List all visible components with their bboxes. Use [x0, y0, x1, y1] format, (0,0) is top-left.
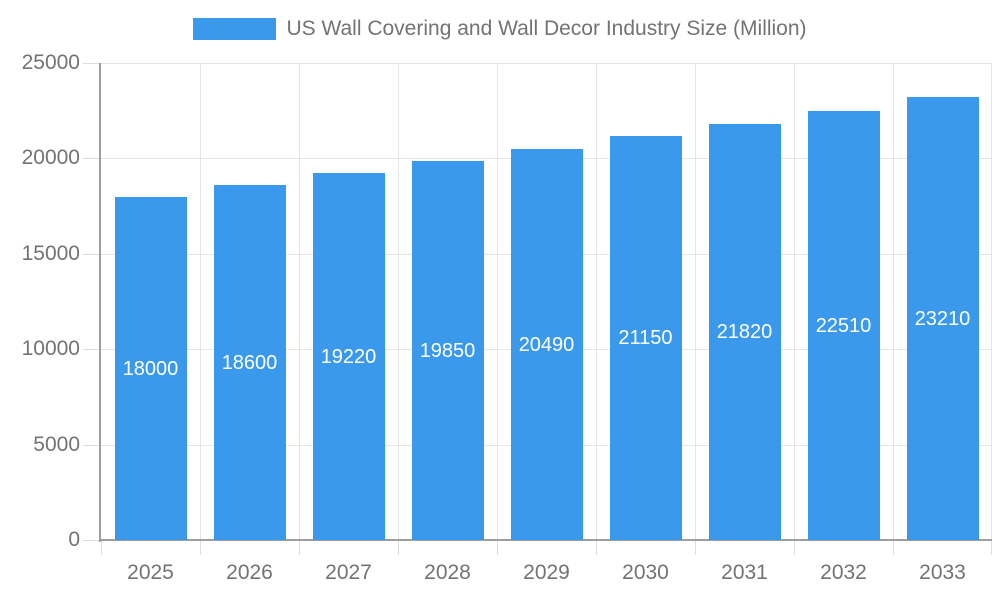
x-gridline	[893, 63, 894, 540]
y-axis-line	[99, 63, 101, 542]
bar-value-label: 20490	[518, 334, 575, 356]
bar-value-label: 21820	[716, 321, 773, 343]
bar	[808, 111, 880, 540]
bar-value-label: 19220	[320, 346, 377, 368]
x-tick	[101, 540, 102, 555]
legend-swatch-icon	[193, 18, 277, 40]
legend-label: US Wall Covering and Wall Decor Industry…	[286, 17, 807, 40]
x-gridline	[695, 63, 696, 540]
x-tick	[596, 540, 597, 555]
y-tick-label: 0	[68, 528, 80, 551]
bar	[511, 149, 583, 540]
x-tick-label: 2030	[622, 561, 669, 584]
x-axis-line	[99, 539, 992, 541]
bar	[214, 185, 286, 540]
x-tick-label: 2031	[721, 561, 768, 584]
bar-value-label: 23210	[914, 308, 971, 330]
x-tick	[695, 540, 696, 555]
x-gridline	[991, 63, 992, 540]
x-tick	[200, 540, 201, 555]
bar	[907, 97, 979, 540]
x-gridline	[200, 63, 201, 540]
y-tick-label: 5000	[33, 433, 80, 456]
x-gridline	[299, 63, 300, 540]
x-gridline	[794, 63, 795, 540]
x-tick	[794, 540, 795, 555]
bar	[313, 173, 385, 540]
x-tick-label: 2026	[226, 561, 273, 584]
x-tick-label: 2027	[325, 561, 372, 584]
x-tick-label: 2032	[820, 561, 867, 584]
bar-value-label: 18000	[122, 358, 179, 380]
legend[interactable]: US Wall Covering and Wall Decor Industry…	[0, 14, 1000, 44]
y-tick	[83, 540, 101, 541]
bar-value-label: 21150	[618, 327, 673, 349]
y-tick	[83, 158, 101, 159]
x-tick	[398, 540, 399, 555]
x-tick-label: 2029	[523, 561, 570, 584]
x-gridline	[398, 63, 399, 540]
bar	[709, 124, 781, 540]
bar-value-label: 22510	[815, 315, 872, 337]
x-tick-label: 2025	[127, 561, 174, 584]
x-tick	[299, 540, 300, 555]
bar	[412, 161, 484, 540]
y-tick-label: 20000	[21, 146, 80, 169]
x-tick-label: 2028	[424, 561, 471, 584]
plot-area: 18000 18600 19220 19850 20490 21150 21820 22510…	[83, 63, 992, 555]
x-gridline	[596, 63, 597, 540]
y-tick-label: 25000	[21, 51, 80, 74]
bar	[610, 136, 682, 540]
y-tick-label: 15000	[21, 242, 80, 265]
x-tick	[991, 540, 992, 555]
x-tick	[497, 540, 498, 555]
y-tick	[83, 63, 101, 64]
x-gridline	[497, 63, 498, 540]
y-tick	[83, 254, 101, 255]
x-tick	[893, 540, 894, 555]
y-gridline	[101, 63, 992, 64]
bar-value-label: 19850	[419, 340, 476, 362]
y-tick	[83, 445, 101, 446]
x-tick-label: 2033	[919, 561, 966, 584]
bar-value-label: 18600	[221, 352, 278, 374]
y-tick	[83, 349, 101, 350]
bar	[115, 197, 187, 540]
y-tick-label: 10000	[21, 337, 80, 360]
